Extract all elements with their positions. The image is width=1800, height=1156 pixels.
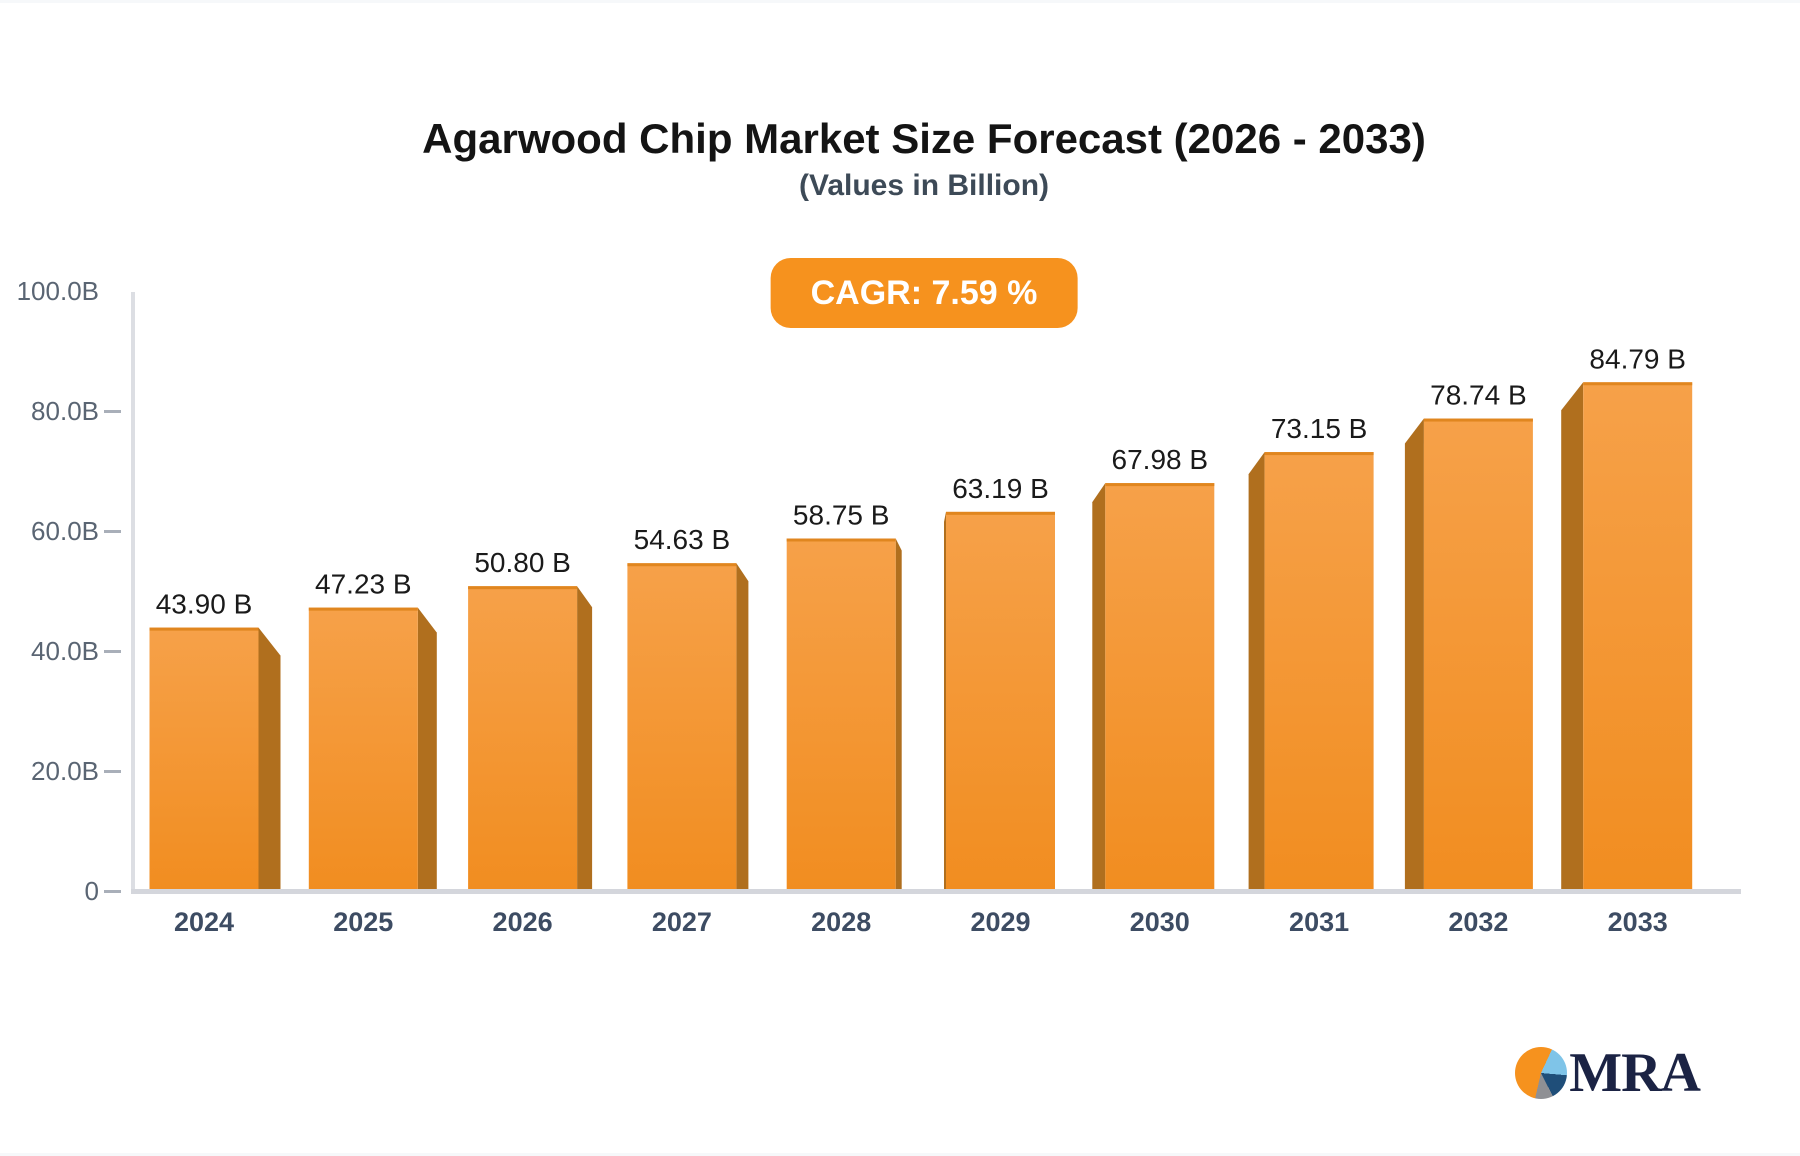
bar-2024 [149, 627, 259, 891]
bar-side-2032 [1404, 418, 1424, 891]
brand-logo: MRA [1515, 1042, 1701, 1104]
bar-side-2030 [1092, 483, 1106, 891]
bar-value-label: 50.80 B [474, 547, 571, 578]
bar-side-2024 [258, 627, 281, 891]
bar-2025 [308, 607, 418, 891]
bar-top-edge [1105, 483, 1215, 487]
y-axis-line [131, 292, 135, 893]
bar-side-2028 [895, 538, 902, 891]
y-tick-mark [104, 890, 121, 893]
bar-value-label: 43.90 B [156, 589, 253, 620]
cagr-badge: CAGR: 7.59 % [770, 258, 1078, 328]
x-category-label: 2025 [333, 907, 393, 937]
bar-top-edge [468, 586, 578, 590]
y-tick-label: 40.0B [31, 636, 99, 666]
bar-value-label: 63.19 B [952, 473, 1049, 504]
logo-text: MRA [1569, 1042, 1701, 1104]
bar-2029 [946, 511, 1055, 891]
x-axis-line [131, 889, 1741, 894]
y-tick-label: 20.0B [31, 756, 99, 786]
y-tick-label: 80.0B [31, 396, 99, 426]
bar-top-edge [786, 538, 896, 542]
bar-side-2025 [417, 607, 437, 891]
bar-side-2033 [1561, 382, 1584, 891]
x-category-label: 2030 [1130, 907, 1190, 937]
x-category-label: 2032 [1448, 907, 1508, 937]
y-tick-mark [104, 650, 121, 653]
x-category-label: 2029 [970, 907, 1030, 937]
x-category-label: 2033 [1608, 907, 1668, 937]
pie-chart-logo-icon [1515, 1047, 1568, 1099]
bar-top-edge [1583, 382, 1693, 386]
bar-value-label: 84.79 B [1589, 343, 1686, 374]
bar-top-edge [1264, 452, 1374, 456]
bar-side-2026 [577, 586, 593, 891]
x-category-label: 2031 [1289, 907, 1349, 937]
x-category-label: 2024 [174, 907, 234, 937]
bar-top-edge [308, 607, 418, 611]
bar-value-label: 73.15 B [1271, 413, 1368, 444]
bar-side-2031 [1248, 452, 1265, 891]
x-category-label: 2027 [652, 907, 712, 937]
y-tick-mark [104, 530, 121, 533]
y-tick-mark [104, 770, 121, 773]
y-tick-label: 60.0B [31, 516, 99, 546]
chart-area: 100.0B 80.0B 60.0B 40.0B 20.0B 0 43.90 B 2024 47… [17, 276, 1741, 937]
bar-value-label: 54.63 B [634, 524, 731, 555]
bar-value-label: 67.98 B [1112, 444, 1209, 475]
chart-title: Agarwood Chip Market Size Forecast (2026… [422, 115, 1426, 162]
bar-value-label: 47.23 B [315, 569, 412, 600]
bar-2030 [1105, 483, 1215, 891]
chart-subtitle: (Values in Billion) [798, 169, 1050, 202]
bar-2026 [468, 586, 578, 891]
bar-side-2027 [736, 563, 749, 891]
bar-2033 [1583, 382, 1693, 891]
y-tick-label: 100.0B [17, 276, 99, 306]
bar-top-edge [149, 627, 259, 631]
y-tick-mark [104, 410, 121, 413]
bar-top-edge [627, 563, 737, 567]
bar-side-2029 [944, 511, 946, 891]
bar-2032 [1423, 418, 1533, 891]
bar-2028 [786, 538, 896, 891]
bar-top-edge [1423, 418, 1533, 422]
bar-value-label: 78.74 B [1430, 380, 1527, 411]
bar-value-label: 58.75 B [793, 500, 890, 531]
bar-2031 [1264, 452, 1374, 891]
bar-2027 [627, 563, 737, 891]
x-category-label: 2028 [811, 907, 871, 937]
x-category-label: 2026 [493, 907, 553, 937]
bar-top-edge [946, 511, 1055, 515]
y-tick-label: 0 [85, 876, 99, 906]
